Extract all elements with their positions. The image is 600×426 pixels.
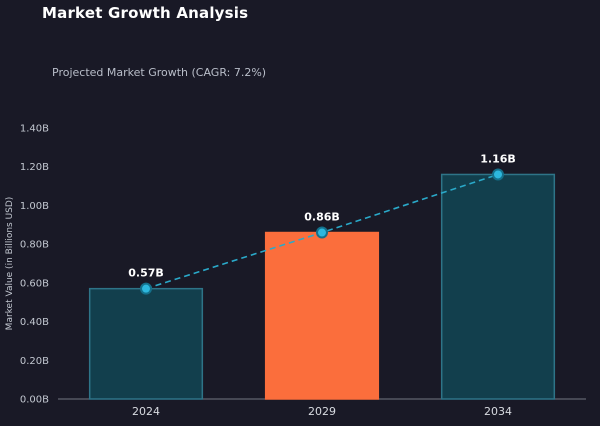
y-tick-label: 1.40B	[20, 124, 49, 135]
y-tick-label: 0.00B	[20, 395, 49, 406]
trend-marker-2024	[140, 282, 152, 295]
bar-2034	[440, 173, 556, 400]
y-axis-title: Market Value (in Billions USD)	[5, 197, 15, 331]
trend-marker-2034	[492, 168, 504, 181]
bar-value-label: 1.16B	[480, 152, 516, 165]
bar-value-label: 0.86B	[304, 211, 340, 224]
y-tick-label: 0.40B	[20, 317, 49, 328]
bar-2029	[264, 231, 380, 400]
y-tick-label: 0.80B	[20, 240, 49, 251]
x-tick-label: 2029	[308, 405, 336, 418]
chart-title: Market Growth Analysis	[42, 4, 249, 22]
bar-2024	[88, 287, 204, 400]
chart-subtitle: Projected Market Growth (CAGR: 7.2%)	[52, 66, 267, 79]
x-tick-label: 2034	[484, 405, 512, 418]
bar-value-label: 0.57B	[128, 267, 164, 280]
y-tick-label: 1.20B	[20, 162, 49, 173]
y-tick-label: 0.60B	[20, 278, 49, 289]
y-tick-label: 0.20B	[20, 356, 49, 367]
trend-marker-2029	[316, 226, 328, 239]
x-tick-label: 2024	[132, 405, 160, 418]
y-tick-label: 1.00B	[20, 201, 49, 212]
